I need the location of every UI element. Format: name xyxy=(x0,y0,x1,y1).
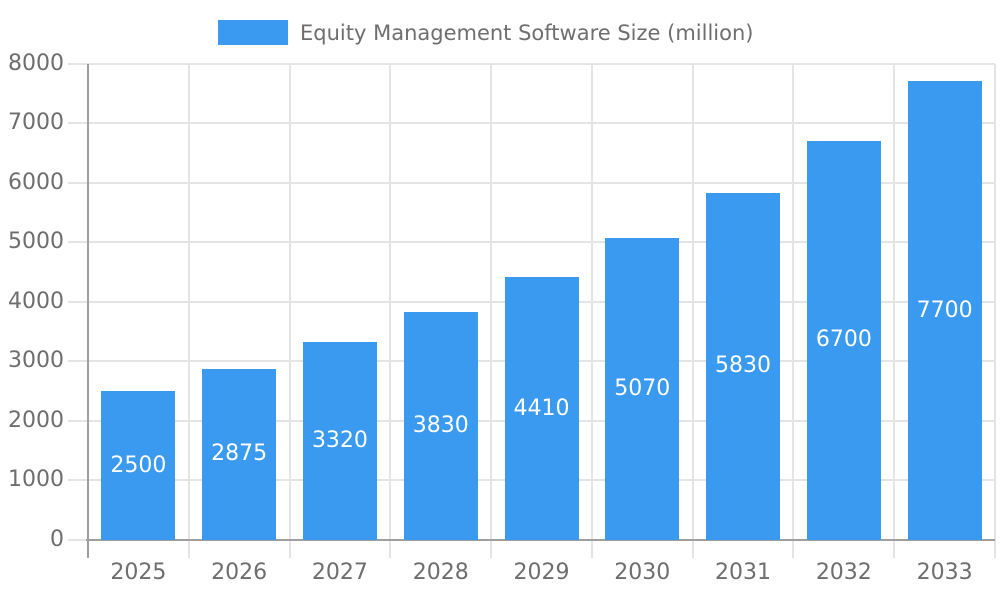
bar[interactable] xyxy=(504,277,579,540)
y-axis-tick xyxy=(68,300,88,303)
y-axis-tick-label: 4000 xyxy=(8,288,64,314)
x-axis-tick-label: 2025 xyxy=(110,560,167,585)
x-axis-tick-label: 2032 xyxy=(815,560,872,585)
gridline-vertical xyxy=(792,63,795,540)
bar-value-label: 2875 xyxy=(211,441,268,467)
bar-value-label: 3830 xyxy=(412,412,469,438)
y-axis-tick-label: 6000 xyxy=(8,169,64,195)
bar[interactable] xyxy=(605,238,680,540)
x-axis-tick xyxy=(288,540,291,558)
x-axis-tick xyxy=(490,540,493,558)
x-axis-tick xyxy=(389,540,392,558)
bar[interactable] xyxy=(101,391,176,540)
bar[interactable] xyxy=(806,140,881,540)
legend-label[interactable]: Equity Management Software Size (million… xyxy=(300,21,754,45)
x-axis-tick xyxy=(590,540,593,558)
bar-value-label: 7700 xyxy=(916,297,973,323)
x-axis-tick xyxy=(691,540,694,558)
y-axis-tick xyxy=(68,62,88,65)
x-axis-tick xyxy=(893,540,896,558)
y-axis-tick xyxy=(68,360,88,363)
x-axis-tick xyxy=(994,540,996,558)
y-axis-tick-label: 2000 xyxy=(8,407,64,433)
gridline-vertical xyxy=(389,63,392,540)
bar[interactable] xyxy=(706,192,781,540)
bar-value-label: 3320 xyxy=(311,428,368,454)
y-axis-tick xyxy=(68,419,88,422)
y-axis-tick-label: 1000 xyxy=(8,467,64,493)
x-axis-tick xyxy=(187,540,190,558)
bar-value-label: 6700 xyxy=(815,327,872,353)
y-axis-tick-label: 3000 xyxy=(8,348,64,374)
gridline-horizontal xyxy=(88,241,995,244)
gridline-vertical xyxy=(590,63,593,540)
x-axis-tick-label: 2028 xyxy=(412,560,469,585)
gridline-horizontal xyxy=(88,62,995,65)
x-axis-tick xyxy=(792,540,795,558)
y-axis-tick xyxy=(68,539,88,541)
x-axis-tick-label: 2027 xyxy=(311,560,368,585)
bar-value-label: 4410 xyxy=(513,395,570,421)
x-axis-tick-label: 2033 xyxy=(916,560,973,585)
gridline-vertical xyxy=(288,63,291,540)
x-axis-line xyxy=(86,539,995,541)
y-axis-tick xyxy=(68,122,88,125)
legend-swatch[interactable] xyxy=(218,20,288,45)
bar-value-label: 2500 xyxy=(110,452,167,478)
gridline-vertical xyxy=(691,63,694,540)
bar-value-label: 5830 xyxy=(715,353,772,379)
bar[interactable] xyxy=(403,311,478,540)
x-axis-tick-label: 2029 xyxy=(513,560,570,585)
bar-value-label: 5070 xyxy=(614,376,671,401)
y-axis-tick-label: 0 xyxy=(50,527,64,552)
gridline-vertical xyxy=(994,63,996,540)
bar[interactable] xyxy=(302,342,377,540)
y-axis-tick-label: 5000 xyxy=(8,229,64,255)
gridline-vertical xyxy=(187,63,190,540)
bar[interactable] xyxy=(907,81,982,540)
gridline-horizontal xyxy=(88,122,995,125)
x-axis-tick-label: 2030 xyxy=(614,560,671,585)
y-axis-tick-label: 7000 xyxy=(8,110,64,136)
gridline-horizontal xyxy=(88,181,995,184)
bar[interactable] xyxy=(202,368,277,540)
x-axis-tick-label: 2031 xyxy=(715,560,772,585)
y-axis-tick-label: 8000 xyxy=(8,50,64,76)
y-axis-tick xyxy=(68,241,88,244)
gridline-vertical xyxy=(490,63,493,540)
y-axis-tick xyxy=(68,181,88,184)
gridline-vertical xyxy=(893,63,896,540)
x-axis-tick-label: 2026 xyxy=(211,560,268,585)
y-axis-line xyxy=(87,63,89,558)
y-axis-tick xyxy=(68,479,88,482)
